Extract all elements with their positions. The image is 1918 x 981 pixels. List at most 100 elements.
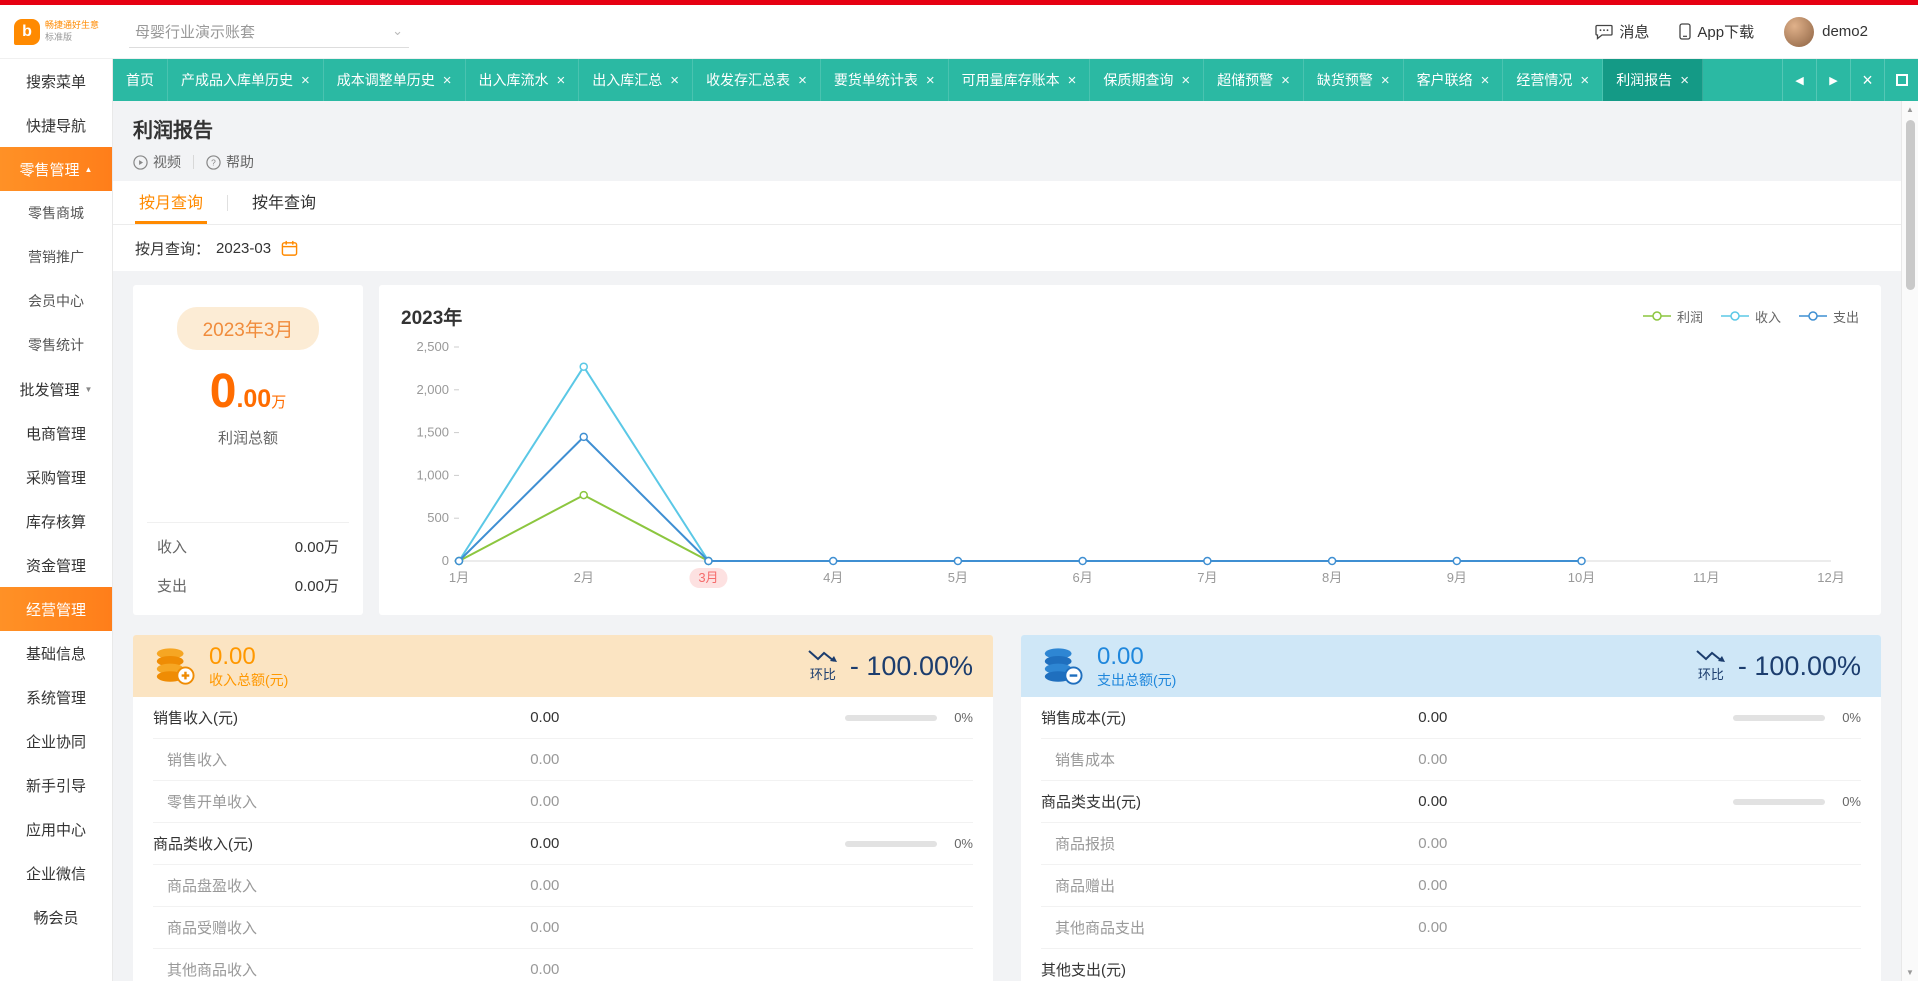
tab-close-icon[interactable]: × <box>442 71 452 89</box>
stat-row-label: 销售收入(元) <box>153 710 238 727</box>
sidebar-item-电商管理[interactable]: 电商管理 <box>0 411 112 455</box>
tab-close-icon[interactable]: × <box>1480 71 1490 89</box>
tab-出入库流水[interactable]: 出入库流水 × <box>466 59 580 101</box>
stat-row: 销售收入 0.00 <box>153 739 973 781</box>
svg-text:5月: 5月 <box>948 570 968 585</box>
stat-row-extra: 0% <box>823 836 973 851</box>
tab-monthly-query[interactable]: 按月查询 <box>135 181 208 224</box>
sidebar-item-资金管理[interactable]: 资金管理 <box>0 543 112 587</box>
summary-row: 收入 0.00万 <box>147 527 349 566</box>
tabs-scroll-left-button[interactable]: ◀ <box>1782 59 1816 101</box>
tab-close-icon[interactable]: × <box>1680 71 1689 89</box>
stat-row-value: 0.00 <box>530 709 560 726</box>
expense-card: 0.00 支出总额(元) 环比 - 100.00% <box>1021 635 1881 981</box>
logo[interactable]: b 畅捷通好生意 标准版 <box>0 5 113 58</box>
tab-close-icon[interactable]: × <box>798 71 807 89</box>
sidebar-item-应用中心[interactable]: 应用中心 <box>0 807 112 851</box>
stat-row: 其他商品收入 0.00 <box>153 949 973 981</box>
svg-text:4月: 4月 <box>823 570 843 585</box>
scrollbar-thumb[interactable] <box>1905 120 1915 290</box>
sidebar-item-label: 零售统计 <box>28 337 84 353</box>
sidebar-item-库存核算[interactable]: 库存核算 <box>0 499 112 543</box>
tab-close-icon[interactable]: × <box>301 71 310 89</box>
sidebar-item-零售管理[interactable]: 零售管理 ▲ <box>0 147 112 191</box>
tab-收发存汇总表[interactable]: 收发存汇总表 × <box>693 59 821 101</box>
sidebar-item-label: 营销推广 <box>28 249 84 265</box>
tab-yearly-query[interactable]: 按年查询 <box>252 195 317 212</box>
query-panel: 按月查询 按年查询 按月查询： 2023-03 <box>113 181 1901 271</box>
tab-close-icon[interactable]: × <box>1580 71 1590 89</box>
sidebar-item-企业协同[interactable]: 企业协同 <box>0 719 112 763</box>
tab-controls: ◀ ▶ × <box>1782 59 1918 101</box>
tab-close-icon[interactable]: × <box>1281 71 1290 89</box>
fullscreen-button[interactable] <box>1884 59 1918 101</box>
tab-出入库汇总[interactable]: 出入库汇总 × <box>579 59 694 101</box>
stat-row-value: 0.00 <box>1418 835 1448 852</box>
sidebar-item-快捷导航[interactable]: 快捷导航 <box>0 103 112 147</box>
user-menu[interactable]: demo2 <box>1784 16 1868 47</box>
sidebar-item-企业微信[interactable]: 企业微信 <box>0 851 112 895</box>
sidebar-item-label: 基础信息 <box>25 645 86 663</box>
messages-button[interactable]: 消息 <box>1595 21 1649 42</box>
stat-row: 商品报损 0.00 <box>1041 823 1861 865</box>
legend-item-利润[interactable]: 利润 <box>1642 307 1703 326</box>
tab-产成品入库单历史[interactable]: 产成品入库单历史 × <box>168 59 324 101</box>
tab-close-icon[interactable]: × <box>670 71 680 89</box>
tab-label: 收发存汇总表 <box>706 72 791 88</box>
sidebar-item-新手引导[interactable]: 新手引导 <box>0 763 112 807</box>
tab-label: 保质期查询 <box>1103 72 1174 88</box>
filter-row: 按月查询： 2023-03 <box>113 225 1901 271</box>
tab-首页[interactable]: 首页 <box>113 59 168 101</box>
stat-row-label: 商品报损 <box>1055 836 1116 853</box>
tab-close-icon[interactable]: × <box>1067 71 1077 89</box>
sidebar-item-零售统计[interactable]: 零售统计 <box>0 323 112 367</box>
sidebar-item-批发管理[interactable]: 批发管理 ▼ <box>0 367 112 411</box>
sidebar-item-营销推广[interactable]: 营销推广 <box>0 235 112 279</box>
tab-客户联络[interactable]: 客户联络 × <box>1404 59 1504 101</box>
account-select-value: 母婴行业演示账套 <box>135 23 256 41</box>
tab-超储预警[interactable]: 超储预警 × <box>1204 59 1304 101</box>
tab-要货单统计表[interactable]: 要货单统计表 × <box>821 59 949 101</box>
legend-item-支出[interactable]: 支出 <box>1798 307 1859 326</box>
tab-缺货预警[interactable]: 缺货预警 × <box>1304 59 1404 101</box>
stat-row-value: 0.00 <box>1418 709 1448 726</box>
progress-bar <box>845 714 937 721</box>
sidebar-item-系统管理[interactable]: 系统管理 <box>0 675 112 719</box>
tabs-close-button[interactable]: × <box>1850 59 1884 101</box>
vertical-scrollbar[interactable]: ▲ ▼ <box>1901 101 1918 981</box>
tab-可用量库存账本[interactable]: 可用量库存账本 × <box>949 59 1091 101</box>
logo-subtitle: 标准版 <box>44 31 72 42</box>
expense-trend-value: - 100.00% <box>1737 650 1861 681</box>
sidebar-item-搜索菜单[interactable]: 搜索菜单 <box>0 59 112 103</box>
tab-close-icon[interactable]: × <box>1380 71 1390 89</box>
tab-close-icon[interactable]: × <box>1181 71 1191 89</box>
stat-row-extra: 0% <box>1711 794 1861 809</box>
sidebar-item-经营管理[interactable]: 经营管理 <box>0 587 112 631</box>
account-select[interactable]: 母婴行业演示账套 ⌄ <box>129 16 409 48</box>
tab-close-icon[interactable]: × <box>925 71 935 89</box>
video-link[interactable]: 视频 <box>133 152 181 172</box>
tab-经营情况[interactable]: 经营情况 × <box>1503 59 1604 101</box>
help-link[interactable]: ? 帮助 <box>206 152 254 172</box>
tab-保质期查询[interactable]: 保质期查询 × <box>1090 59 1205 101</box>
tabs-scroll-right-button[interactable]: ▶ <box>1816 59 1850 101</box>
app-download-button[interactable]: App下载 <box>1679 21 1754 42</box>
calendar-icon[interactable] <box>281 240 298 257</box>
sidebar-item-零售商城[interactable]: 零售商城 <box>0 191 112 235</box>
scroll-up-arrow[interactable]: ▲ <box>1906 105 1914 114</box>
month-picker-value[interactable]: 2023-03 <box>216 239 272 257</box>
expense-rows: 销售成本(元) 0.00 0% 销售成本 0.00 商品类支出(元) 0.00 0% 商品报损 0… <box>1021 697 1881 981</box>
tab-利润报告[interactable]: 利润报告 × <box>1603 59 1703 101</box>
sidebar-item-会员中心[interactable]: 会员中心 <box>0 279 112 323</box>
legend-item-收入[interactable]: 收入 <box>1720 307 1781 326</box>
stat-row: 零售开单收入 0.00 <box>153 781 973 823</box>
stat-row-value: 0.00 <box>530 835 560 852</box>
tab-close-icon[interactable]: × <box>556 71 566 89</box>
filter-label: 按月查询： <box>135 240 211 258</box>
sidebar-item-畅会员[interactable]: 畅会员 <box>0 895 112 939</box>
sidebar-item-基础信息[interactable]: 基础信息 <box>0 631 112 675</box>
sidebar-item-采购管理[interactable]: 采购管理 <box>0 455 112 499</box>
tab-成本调整单历史[interactable]: 成本调整单历史 × <box>324 59 466 101</box>
scroll-down-arrow[interactable]: ▼ <box>1906 968 1914 977</box>
chart-title: 2023年 <box>401 307 463 329</box>
